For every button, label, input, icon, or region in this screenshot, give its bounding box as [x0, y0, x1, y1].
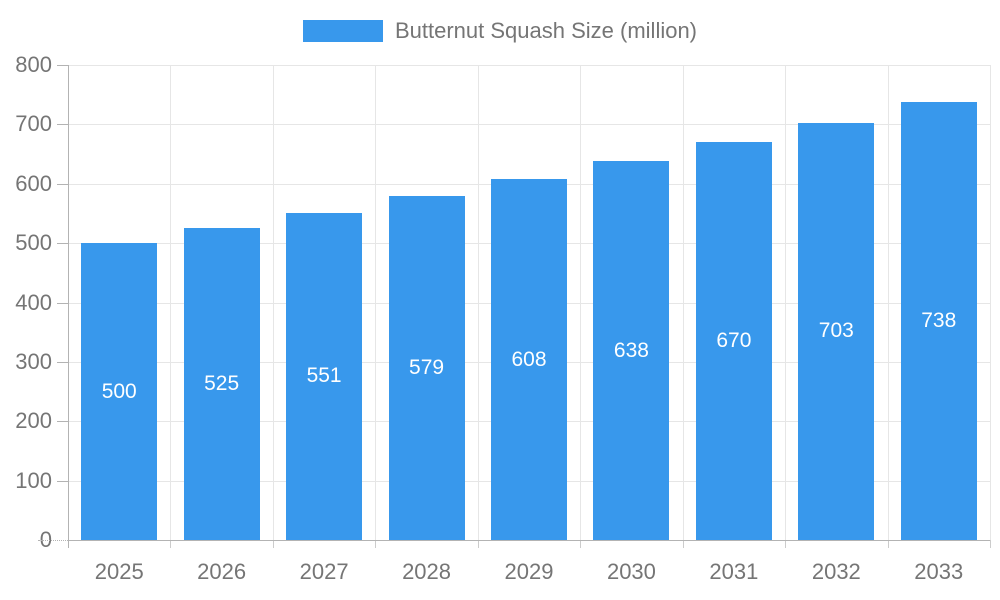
x-axis-tick: [580, 540, 582, 548]
y-axis-tick: [57, 124, 68, 126]
bar-value-label: 608: [511, 347, 547, 371]
x-axis-tick-label: 2025: [94, 559, 144, 584]
bar[interactable]: 608: [491, 179, 567, 540]
gridline-horizontal: [68, 65, 990, 66]
bar-value-label: 738: [921, 308, 957, 332]
bar[interactable]: 638: [593, 161, 670, 540]
x-axis-tick: [887, 540, 889, 548]
y-axis-line: [68, 65, 69, 548]
y-axis-tick: [57, 243, 68, 245]
y-axis-tick-label: 600: [15, 170, 52, 196]
y-axis-tick-label: 0: [39, 527, 52, 552]
x-axis-tick: [170, 540, 172, 548]
bar-value-label: 551: [306, 364, 342, 388]
x-axis-tick-label: 2026: [197, 559, 247, 584]
legend-label: Butternut Squash Size (million): [394, 18, 698, 43]
x-axis-tick-label: 2027: [299, 559, 349, 584]
legend-swatch: [302, 20, 383, 42]
y-axis-tick-label: 300: [15, 348, 52, 374]
bar-value-label: 500: [101, 379, 137, 403]
x-axis-tick: [272, 540, 274, 548]
gridline-vertical: [682, 65, 684, 540]
gridline-vertical: [887, 65, 889, 540]
bar-value-label: 638: [613, 338, 649, 362]
bar[interactable]: 551: [286, 212, 363, 540]
x-axis-tick: [990, 540, 991, 548]
y-axis-tick: [57, 421, 68, 423]
y-axis-tick-label: 500: [15, 230, 52, 256]
gridline-vertical: [580, 65, 582, 540]
gridline-horizontal: [68, 124, 990, 126]
y-axis-tick-label: 100: [15, 467, 52, 493]
bar-value-label: 703: [818, 319, 854, 343]
gridline-vertical: [170, 65, 172, 540]
legend: Butternut Squash Size (million): [0, 18, 1000, 44]
bar-value-label: 525: [204, 372, 240, 396]
y-axis-tick-label: 400: [15, 289, 52, 315]
gridline-vertical: [785, 65, 787, 540]
gridline-vertical: [272, 65, 274, 540]
x-axis-line: [68, 540, 990, 541]
gridline-vertical: [990, 65, 991, 540]
y-axis-tick: [57, 65, 68, 66]
y-axis-tick: [57, 183, 68, 185]
bar-value-label: 670: [716, 329, 752, 353]
x-axis-tick: [785, 540, 787, 548]
x-axis-tick-label: 2030: [606, 559, 656, 584]
bar[interactable]: 500: [81, 243, 158, 540]
bar-value-label: 579: [409, 356, 445, 380]
x-axis-tick-label: 2028: [402, 559, 452, 584]
x-axis-tick: [477, 540, 479, 548]
bar[interactable]: 670: [695, 142, 772, 540]
y-axis-tick-label: 200: [15, 408, 52, 434]
x-axis-tick-label: 2029: [504, 559, 554, 584]
gridline-vertical: [477, 65, 479, 540]
y-axis-tick: [57, 302, 68, 304]
y-axis-tick-label: 700: [15, 111, 52, 137]
x-axis-tick-label: 2032: [811, 559, 861, 584]
bar[interactable]: 525: [183, 228, 260, 540]
x-axis-tick: [375, 540, 377, 548]
y-axis-tick: [57, 480, 68, 482]
x-axis-tick-label: 2033: [914, 559, 964, 584]
bar[interactable]: 579: [388, 196, 465, 540]
bar[interactable]: 703: [798, 122, 875, 540]
y-axis-tick: [38, 540, 68, 541]
x-axis-tick-label: 2031: [709, 559, 759, 584]
gridline-vertical: [375, 65, 377, 540]
y-axis-tick-label: 800: [15, 52, 52, 77]
x-axis-tick: [682, 540, 684, 548]
y-axis-tick: [57, 361, 68, 363]
bar[interactable]: 738: [900, 101, 977, 540]
